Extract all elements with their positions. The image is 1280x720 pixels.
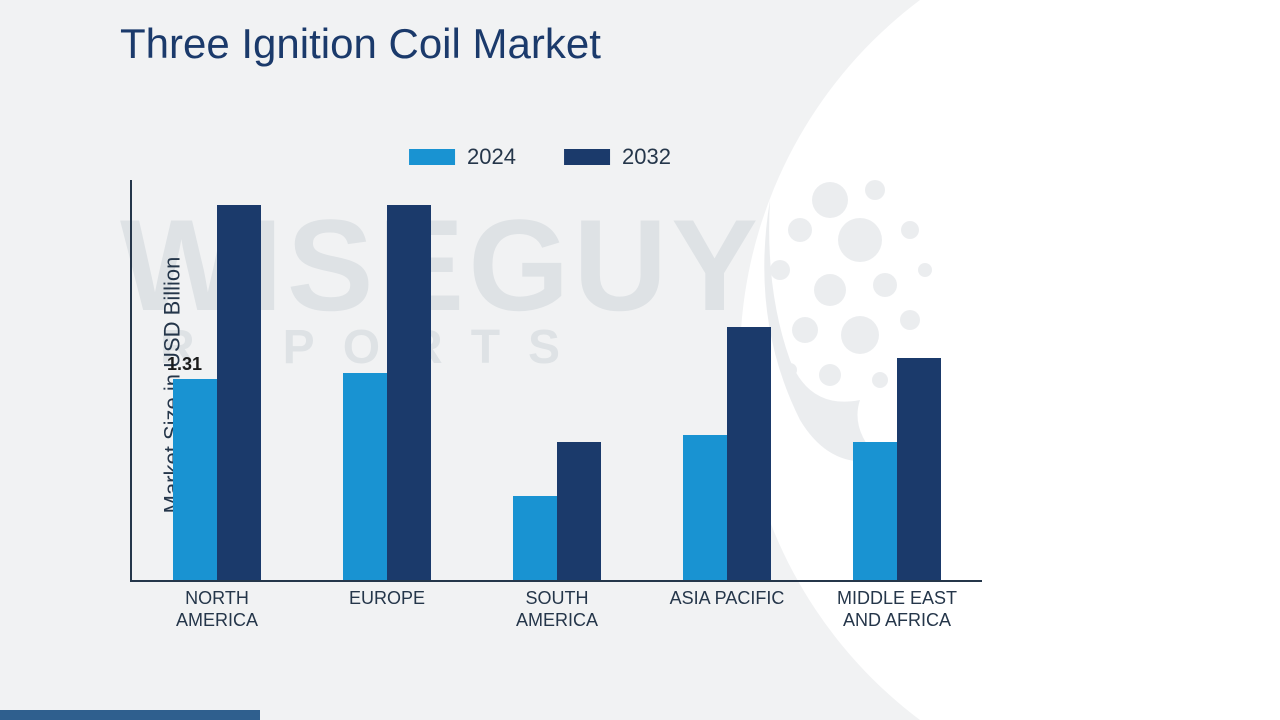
legend-item-2024: 2024 (409, 144, 516, 170)
brand-name-part1: WISE (1068, 24, 1168, 65)
bar (173, 379, 217, 580)
bar (387, 205, 431, 580)
bar-value-label: 1.31 (167, 354, 202, 375)
category-label: NORTH AMERICA (152, 588, 282, 631)
brand-name: WISEGUY (1068, 24, 1252, 66)
chart-title: Three Ignition Coil Market (120, 20, 601, 68)
category-label: SOUTH AMERICA (492, 588, 622, 631)
chart-legend: 2024 2032 (409, 144, 671, 170)
bar-group: EUROPE (312, 180, 462, 580)
legend-item-2032: 2032 (564, 144, 671, 170)
bar-group: ASIA PACIFIC (652, 180, 802, 580)
legend-swatch-2032 (564, 149, 610, 165)
bar (897, 358, 941, 580)
bar (683, 435, 727, 580)
category-label: ASIA PACIFIC (662, 588, 792, 610)
brand-logo: WISEGUY REPORTS (1068, 24, 1252, 82)
bar (853, 442, 897, 580)
bar-group: 1.31NORTH AMERICA (142, 180, 292, 580)
bar-group: SOUTH AMERICA (482, 180, 632, 580)
bottom-accent-bar (0, 710, 260, 720)
bar (727, 327, 771, 580)
category-label: MIDDLE EAST AND AFRICA (832, 588, 962, 631)
legend-label-2024: 2024 (467, 144, 516, 170)
bar (217, 205, 261, 580)
bar-chart: Market Size in USD Billion 2024 2032 1.3… (100, 150, 980, 620)
category-label: EUROPE (322, 588, 452, 610)
legend-label-2032: 2032 (622, 144, 671, 170)
legend-swatch-2024 (409, 149, 455, 165)
bar-group: MIDDLE EAST AND AFRICA (822, 180, 972, 580)
plot-area: 1.31NORTH AMERICAEUROPESOUTH AMERICAASIA… (130, 180, 982, 582)
bar-groups: 1.31NORTH AMERICAEUROPESOUTH AMERICAASIA… (132, 180, 982, 580)
bar (513, 496, 557, 580)
bar (343, 373, 387, 580)
brand-subtitle: REPORTS (1068, 64, 1252, 82)
bar (557, 442, 601, 580)
brand-name-part2: GUY (1168, 24, 1252, 65)
